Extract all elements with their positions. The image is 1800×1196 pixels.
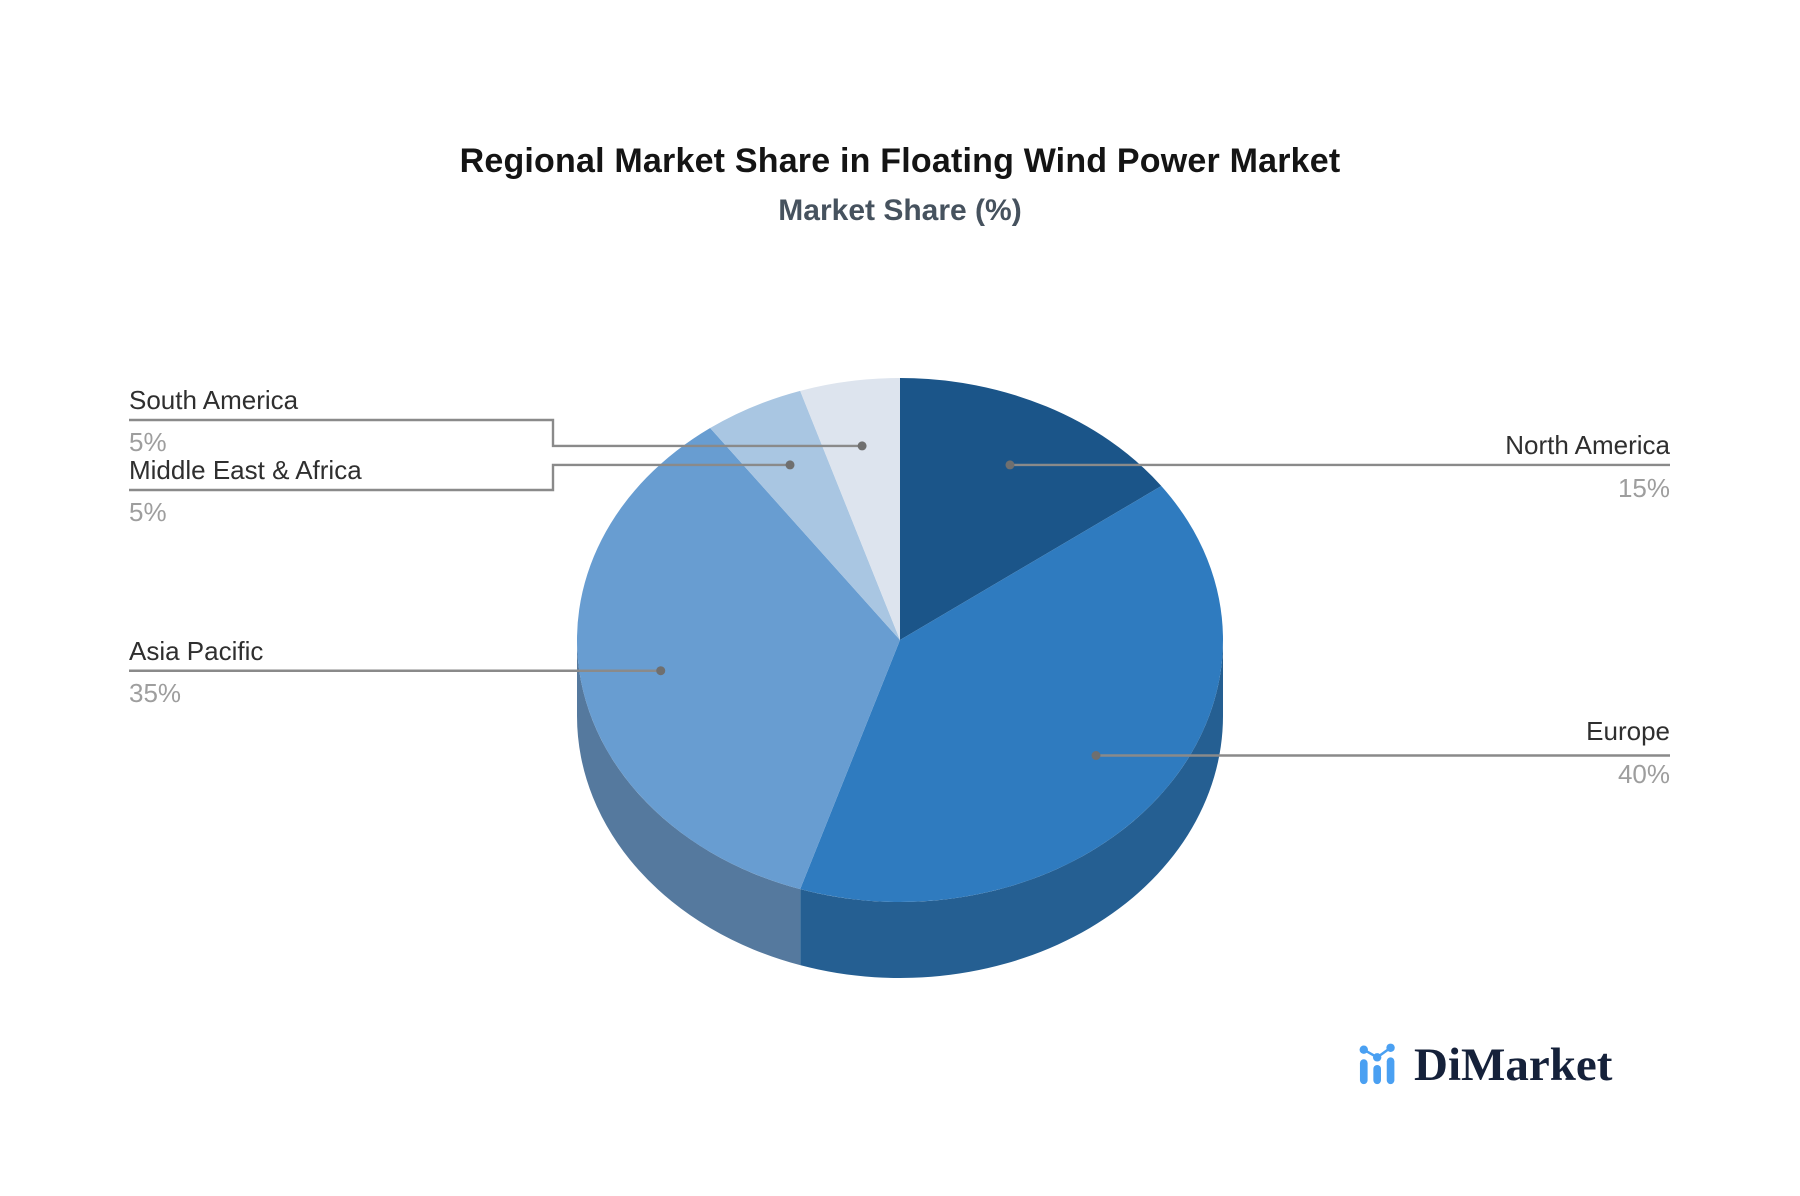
pie-slice-europe[interactable] [800, 486, 1223, 902]
callout-label: North America [1505, 430, 1670, 460]
pie-slice-side-europe [800, 640, 1223, 979]
callout-value: 15% [1617, 473, 1670, 503]
logo-bar [1359, 1059, 1368, 1085]
callout-label: South America [129, 385, 299, 415]
bar-chart-trend-icon [1359, 1043, 1395, 1085]
pie-slice-asia-pacific[interactable] [576, 428, 900, 890]
callout-value: 35% [129, 678, 182, 708]
callout-leader-line [129, 463, 791, 492]
callout-value: 5% [129, 427, 167, 457]
pie-slice-north-america[interactable] [900, 378, 1162, 640]
chart-subtitle: Market Share (%) [778, 194, 1022, 227]
callout-leader-line [129, 418, 863, 448]
callout-dot [1005, 460, 1015, 470]
brand-logo[interactable]: DiMarket [1358, 1040, 1612, 1090]
callout-label: Europe [1586, 716, 1670, 746]
logo-trend-dot [1359, 1045, 1368, 1054]
pie-slice-south-america[interactable] [800, 378, 900, 640]
pie-slice-side-asia-pacific [577, 640, 801, 966]
logo-bar [1373, 1065, 1381, 1085]
logo-trend-dot [1386, 1043, 1395, 1052]
chart-title: Regional Market Share in Floating Wind P… [459, 142, 1341, 180]
callout-value: 40% [1617, 759, 1670, 789]
callout-dot [785, 460, 795, 470]
callout-dot [1091, 750, 1101, 760]
callout-dot [857, 441, 867, 451]
callout-label: Middle East & Africa [129, 455, 362, 485]
logo-bar [1386, 1057, 1395, 1085]
callout-value: 5% [129, 497, 167, 527]
callout-label: Asia Pacific [129, 636, 264, 666]
callout-dot [656, 666, 666, 676]
pie-slice-middle-east-africa[interactable] [710, 390, 900, 640]
logo-trend-dot [1372, 1053, 1382, 1062]
brand-name: DiMarket [1414, 1039, 1613, 1091]
